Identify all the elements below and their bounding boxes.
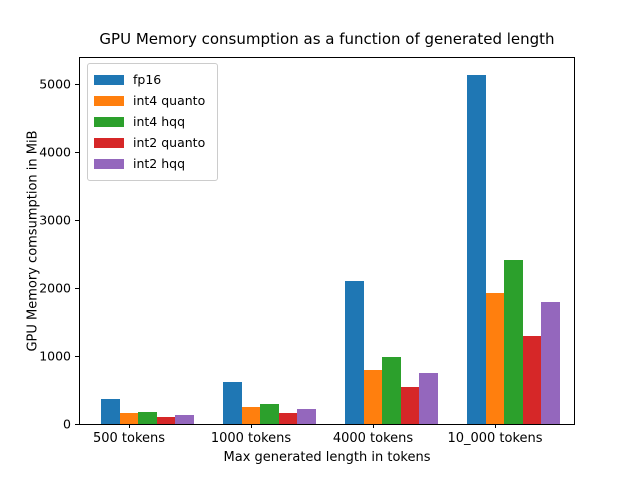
x-tick-label: 1000 tokens <box>210 431 292 446</box>
legend-label: int2 quanto <box>133 135 206 150</box>
y-axis-label: GPU Memory comsumption in MiB <box>25 130 41 352</box>
chart-title: GPU Memory consumption as a function of … <box>99 30 555 48</box>
legend-label: int4 quanto <box>133 93 206 108</box>
legend-swatch-icon <box>94 158 124 169</box>
y-tick-mark <box>75 287 79 289</box>
bar-fp16 <box>101 398 120 424</box>
legend-label: int4 hqq <box>133 114 186 129</box>
y-tick-label: 4000 <box>39 144 71 160</box>
legend-item-int2-quanto: int2 quanto <box>94 132 217 153</box>
bar-int2-hqq <box>297 409 316 424</box>
legend-label: fp16 <box>133 72 162 87</box>
bar-int2-hqq <box>541 302 560 424</box>
plot-area: fp16 int4 quanto int4 hqq int2 quanto int2 h… <box>39 57 575 446</box>
bar-group-4000-tokens <box>345 58 438 424</box>
bar-group-10_000-tokens <box>467 58 560 424</box>
bar-int4-quanto <box>119 412 139 424</box>
bar-int4-hqq <box>260 403 279 424</box>
legend-item-int4-hqq: int4 hqq <box>94 111 217 132</box>
y-tick-label: 2000 <box>39 280 71 296</box>
y-tick-label: 0 <box>63 416 71 432</box>
bar-int4-hqq <box>138 412 157 424</box>
bar-fp16 <box>467 74 486 424</box>
bar-int4-quanto <box>363 369 383 424</box>
bar-int4-hqq <box>382 356 401 424</box>
legend-item-int2-hqq: int2 hqq <box>94 153 217 174</box>
y-tick-mark <box>75 355 79 357</box>
bar-fp16 <box>345 280 364 424</box>
x-tick-label: 500 tokens <box>92 431 166 446</box>
x-tick-mark <box>372 424 374 428</box>
y-tick-label: 1000 <box>39 348 71 364</box>
legend: fp16 int4 quanto int4 hqq int2 quanto int2 h… <box>87 63 218 181</box>
x-tick-mark <box>494 424 496 428</box>
bar-int2-quanto <box>278 412 298 424</box>
bar-int2-hqq <box>175 414 194 424</box>
x-tick-mark <box>128 424 130 428</box>
y-tick-mark <box>75 83 79 85</box>
bar-int4-hqq <box>504 259 523 424</box>
bar-group-1000-tokens <box>223 58 316 424</box>
bar-int2-quanto <box>400 386 420 424</box>
legend-swatch-icon <box>94 116 124 127</box>
bar-fp16 <box>223 382 242 424</box>
bar-int2-quanto <box>156 416 176 424</box>
y-tick-mark <box>75 423 79 425</box>
y-tick-mark <box>75 151 79 153</box>
bar-group-500-tokens <box>101 58 194 424</box>
x-tick-label: 4000 tokens <box>332 431 414 446</box>
bar-int4-quanto <box>485 293 505 424</box>
x-tick-label: 10_000 tokens <box>447 431 543 446</box>
legend-item-int4-quanto: int4 quanto <box>94 90 217 111</box>
x-tick-mark <box>250 424 252 428</box>
legend-swatch-icon <box>94 74 124 85</box>
bar-int2-quanto <box>522 336 542 424</box>
legend-label: int2 hqq <box>133 156 186 171</box>
legend-item-fp16: fp16 <box>94 69 217 90</box>
y-tick-label: 3000 <box>39 212 71 228</box>
bar-int2-hqq <box>419 373 438 424</box>
y-tick-label: 5000 <box>39 76 71 92</box>
legend-swatch-icon <box>94 137 124 148</box>
y-tick-mark <box>75 219 79 221</box>
x-axis-label: Max generated length in tokens <box>223 450 431 465</box>
bar-int4-quanto <box>241 407 261 424</box>
legend-swatch-icon <box>94 95 124 106</box>
